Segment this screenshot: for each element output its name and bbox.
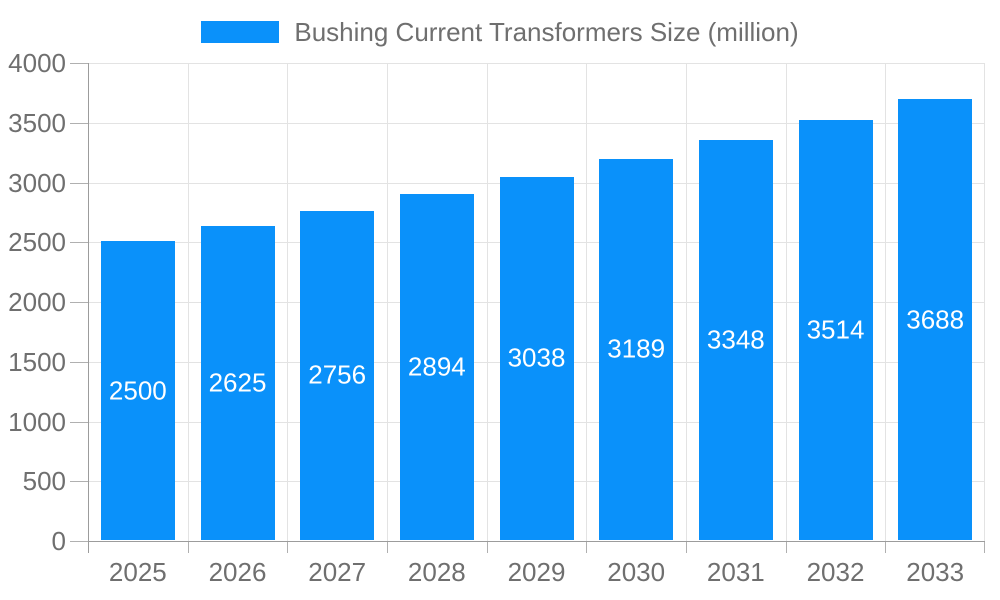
gridline-v: [686, 63, 687, 541]
bar-value-label: 3038: [507, 342, 566, 373]
x-axis-label: 2025: [108, 557, 167, 587]
x-axis-line: [88, 541, 985, 542]
x-axis-label: 2031: [706, 557, 765, 587]
bar: 2625: [200, 226, 275, 540]
gridline-v: [486, 63, 488, 541]
y-tick: [70, 242, 88, 244]
y-tick: [70, 541, 88, 542]
gridline-v: [387, 63, 388, 541]
x-axis-label: 2032: [806, 557, 865, 587]
x-axis-label: 2033: [906, 557, 965, 587]
y-axis-label: 1500: [8, 346, 66, 377]
bar-value-label: 2625: [208, 367, 267, 398]
x-tick: [885, 541, 887, 553]
y-axis-label: 3000: [8, 167, 66, 198]
bar-value-label: 2894: [407, 351, 466, 382]
x-axis-label: 2026: [208, 557, 267, 587]
y-tick: [70, 63, 88, 64]
x-tick: [187, 541, 189, 553]
bar-value-label: 3348: [706, 324, 765, 355]
y-axis-line: [88, 63, 89, 553]
x-tick: [486, 541, 488, 553]
y-axis-label: 2000: [8, 287, 66, 317]
x-tick: [387, 541, 388, 553]
gridline-v: [785, 63, 787, 541]
y-tick: [70, 302, 88, 303]
x-axis-label: 2030: [607, 557, 666, 587]
legend[interactable]: Bushing Current Transformers Size (milli…: [0, 17, 1000, 47]
y-tick: [70, 182, 88, 184]
y-axis-label: 500: [22, 466, 66, 497]
bar: 3189: [599, 158, 674, 540]
y-axis-label: 4000: [8, 48, 66, 78]
x-axis-label: 2027: [308, 557, 367, 587]
x-tick: [686, 541, 687, 553]
y-axis-label: 3500: [8, 107, 66, 138]
gridline-v: [287, 63, 289, 541]
y-tick: [70, 361, 88, 363]
x-axis-label: 2028: [407, 557, 466, 587]
gridline-v: [187, 63, 189, 541]
gridline-h: [88, 63, 985, 64]
y-tick: [70, 421, 88, 423]
gridline-v: [586, 63, 588, 541]
bar-value-label: 3688: [906, 304, 965, 335]
x-tick: [984, 541, 985, 553]
plot-area: 2500 2625 2756 2894 3038 3189 3348 3514 3688: [70, 63, 985, 553]
bar-value-label: 3189: [607, 333, 666, 364]
bar: 2756: [300, 210, 375, 540]
gridline-v: [885, 63, 887, 541]
bar: 2500: [100, 241, 175, 540]
y-axis-label: 0: [51, 526, 66, 556]
bar: 3688: [898, 99, 973, 540]
bar-value-label: 3514: [806, 314, 865, 345]
y-axis-label: 2500: [8, 227, 66, 258]
x-axis-label: 2029: [507, 557, 566, 587]
gridline-v: [984, 63, 985, 541]
legend-swatch: [201, 21, 280, 43]
bar: 3038: [499, 176, 574, 540]
y-tick: [70, 481, 88, 483]
x-tick: [785, 541, 787, 553]
y-axis-label: 1000: [8, 406, 66, 437]
x-tick: [287, 541, 289, 553]
bar: 2894: [399, 194, 474, 540]
bar: 3348: [698, 139, 773, 540]
x-tick: [586, 541, 588, 553]
bar-value-label: 2500: [108, 375, 167, 406]
legend-label: Bushing Current Transformers Size (milli…: [294, 17, 799, 47]
bar: 3514: [798, 120, 873, 540]
gridline-h: [88, 122, 985, 124]
y-tick: [70, 122, 88, 124]
bar-value-label: 2756: [308, 359, 367, 390]
